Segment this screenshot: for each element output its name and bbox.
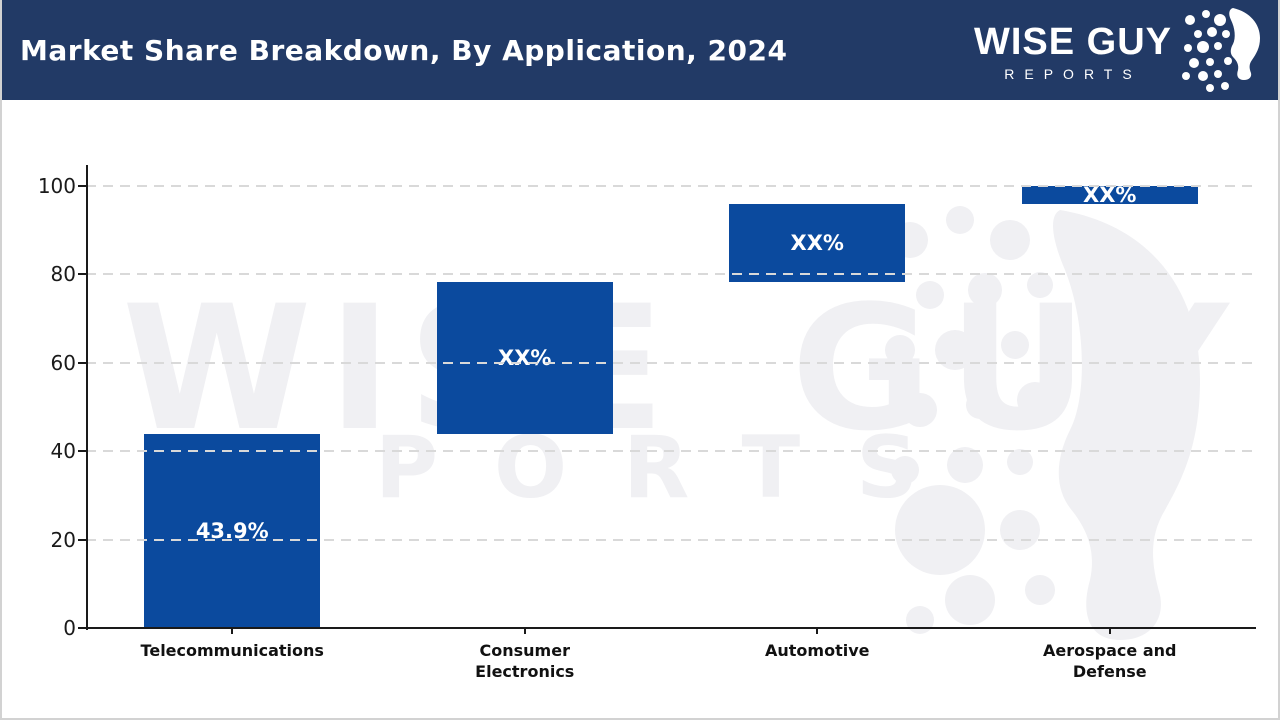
- x-axis-tick: [231, 629, 234, 634]
- y-axis-tick: [78, 185, 86, 187]
- y-tick-label: 40: [50, 439, 76, 464]
- category-label-line: Telecommunications: [140, 641, 324, 660]
- bar[interactable]: 43.9%: [144, 433, 321, 628]
- category-label-line: Electronics: [475, 662, 575, 681]
- y-axis-tick: [78, 361, 86, 364]
- category-label: Consumer Electronics: [385, 640, 665, 682]
- category-label: Automotive: [677, 640, 957, 661]
- gridline: [86, 273, 1256, 276]
- gridline: [86, 450, 1256, 453]
- logo-wordmark: WISE GUY REPORTS: [974, 20, 1172, 82]
- category-label-line: Aerospace and: [1043, 641, 1177, 660]
- category-label-line: Automotive: [765, 641, 870, 660]
- y-tick-label: 80: [50, 262, 76, 287]
- wise-guy-logo: WISE GUY REPORTS: [974, 6, 1264, 96]
- logo-wordmark-line1: WISE GUY: [973, 21, 1172, 63]
- header: Market Share Breakdown, By Application, …: [0, 0, 1280, 100]
- logo-face-icon: [1182, 8, 1260, 92]
- y-tick-label: 100: [37, 174, 76, 198]
- bar-value-label: XX%: [790, 231, 844, 256]
- x-axis-line: [86, 627, 1256, 629]
- gridline: [86, 185, 1256, 187]
- chart-area: WISE GUY REPORTS 02040608010043.9%43.9%T…: [0, 100, 1280, 720]
- bar-value-label: XX%: [1083, 186, 1137, 205]
- bar-value-label: XX%: [498, 346, 552, 371]
- plot-area: 02040608010043.9%43.9%Telecommunications…: [0, 100, 1280, 720]
- y-axis-tick: [78, 538, 86, 541]
- bar[interactable]: XX%: [1021, 186, 1198, 205]
- category-label-line: Consumer: [479, 641, 570, 660]
- page-title: Market Share Breakdown, By Application, …: [20, 33, 788, 67]
- gridline: [86, 361, 1256, 364]
- x-axis-tick: [816, 629, 819, 634]
- y-axis-tick: [78, 450, 86, 453]
- category-label: Aerospace and Defense: [970, 640, 1250, 682]
- x-axis-tick: [1108, 629, 1111, 634]
- watermark-face-icon: [885, 206, 1200, 640]
- y-axis-line: [86, 165, 88, 630]
- y-tick-label: 60: [50, 350, 76, 375]
- y-axis-tick: [78, 273, 86, 276]
- logo-wordmark-line2: REPORTS: [1004, 66, 1142, 82]
- y-axis-tick: [78, 627, 86, 629]
- x-axis-tick: [523, 629, 526, 634]
- category-label: Telecommunications: [92, 640, 372, 661]
- category-label-line: Defense: [1072, 662, 1147, 681]
- gridline: [86, 538, 1256, 541]
- bar[interactable]: XX%: [436, 282, 613, 434]
- y-tick-label: 0: [63, 616, 76, 640]
- y-tick-label: 20: [50, 527, 76, 552]
- bar[interactable]: XX%: [729, 204, 906, 283]
